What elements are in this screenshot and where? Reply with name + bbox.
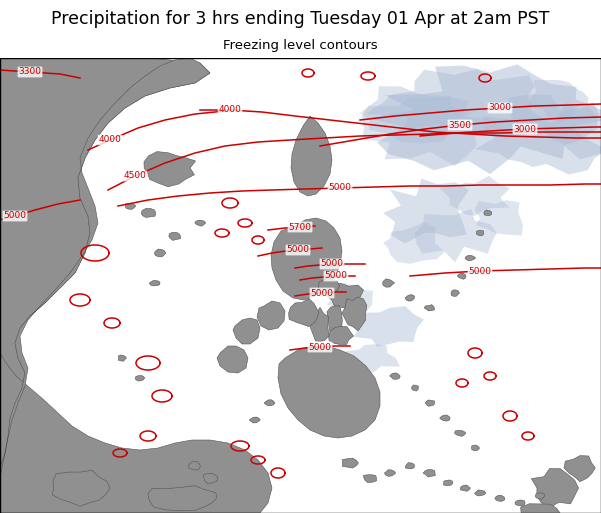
Polygon shape — [195, 220, 206, 226]
Polygon shape — [369, 64, 601, 174]
Polygon shape — [439, 176, 510, 216]
Polygon shape — [319, 278, 340, 293]
Polygon shape — [327, 283, 373, 313]
Polygon shape — [149, 281, 160, 286]
Polygon shape — [217, 346, 248, 373]
Polygon shape — [440, 415, 450, 421]
Text: 5000: 5000 — [311, 288, 334, 298]
Polygon shape — [389, 373, 400, 379]
Text: 3000: 3000 — [489, 104, 511, 112]
Polygon shape — [475, 94, 601, 174]
Polygon shape — [135, 376, 145, 381]
Polygon shape — [535, 493, 545, 499]
Polygon shape — [354, 306, 424, 347]
Polygon shape — [520, 504, 560, 513]
Polygon shape — [204, 473, 218, 483]
Polygon shape — [125, 203, 136, 209]
Text: 3000: 3000 — [513, 125, 537, 133]
Polygon shape — [310, 307, 329, 342]
Text: 5700: 5700 — [288, 223, 311, 231]
Polygon shape — [144, 152, 195, 187]
Polygon shape — [148, 486, 216, 511]
Text: Freezing level contours: Freezing level contours — [223, 39, 378, 52]
Polygon shape — [515, 500, 525, 506]
Polygon shape — [343, 458, 358, 468]
Polygon shape — [329, 326, 353, 345]
Polygon shape — [444, 480, 453, 486]
Polygon shape — [264, 400, 275, 406]
Text: 5000: 5000 — [469, 266, 492, 275]
Polygon shape — [531, 468, 579, 508]
Polygon shape — [0, 353, 272, 513]
Polygon shape — [465, 255, 475, 261]
Text: 3500: 3500 — [448, 121, 472, 129]
Polygon shape — [383, 222, 445, 264]
Polygon shape — [154, 249, 166, 257]
Polygon shape — [475, 200, 523, 235]
Polygon shape — [365, 69, 552, 139]
Text: 5000: 5000 — [325, 271, 347, 281]
Polygon shape — [405, 294, 415, 301]
Text: 5000: 5000 — [320, 260, 344, 268]
Polygon shape — [361, 97, 505, 166]
Polygon shape — [383, 179, 469, 244]
Polygon shape — [426, 400, 435, 406]
Polygon shape — [423, 469, 435, 477]
Text: 4000: 4000 — [219, 106, 242, 114]
Text: 4000: 4000 — [99, 135, 121, 145]
Polygon shape — [0, 58, 210, 513]
Polygon shape — [406, 463, 415, 469]
Polygon shape — [484, 210, 492, 215]
Text: 5000: 5000 — [308, 343, 332, 351]
Polygon shape — [360, 86, 473, 144]
Polygon shape — [364, 475, 377, 482]
Polygon shape — [477, 230, 484, 236]
Text: Precipitation for 3 hrs ending Tuesday 01 Apr at 2am PST: Precipitation for 3 hrs ending Tuesday 0… — [51, 10, 550, 28]
Polygon shape — [472, 445, 480, 450]
Polygon shape — [169, 232, 180, 241]
Polygon shape — [233, 318, 260, 344]
Polygon shape — [383, 279, 395, 287]
Text: 4500: 4500 — [124, 171, 147, 181]
Polygon shape — [454, 430, 466, 437]
Polygon shape — [543, 102, 601, 160]
Text: 3300: 3300 — [19, 68, 41, 76]
Polygon shape — [385, 470, 395, 477]
Polygon shape — [460, 485, 471, 491]
Polygon shape — [52, 470, 110, 506]
Polygon shape — [249, 417, 260, 423]
Polygon shape — [457, 273, 466, 279]
Polygon shape — [327, 306, 343, 334]
Polygon shape — [342, 297, 367, 331]
Polygon shape — [0, 58, 210, 513]
Polygon shape — [451, 290, 459, 297]
Polygon shape — [188, 462, 200, 470]
Polygon shape — [326, 283, 364, 309]
Polygon shape — [341, 344, 400, 378]
Polygon shape — [495, 495, 505, 501]
Polygon shape — [424, 305, 435, 311]
Polygon shape — [412, 385, 418, 391]
Polygon shape — [118, 355, 126, 361]
Polygon shape — [564, 456, 595, 482]
Text: 5000: 5000 — [329, 184, 352, 192]
Polygon shape — [529, 80, 589, 123]
Polygon shape — [291, 116, 332, 196]
Polygon shape — [278, 346, 380, 438]
Polygon shape — [288, 299, 319, 327]
Text: 5000: 5000 — [287, 246, 310, 254]
Polygon shape — [475, 490, 486, 496]
Polygon shape — [415, 209, 497, 262]
Polygon shape — [141, 208, 156, 218]
Text: 5000: 5000 — [4, 211, 26, 221]
Polygon shape — [271, 218, 342, 300]
Polygon shape — [257, 301, 285, 330]
